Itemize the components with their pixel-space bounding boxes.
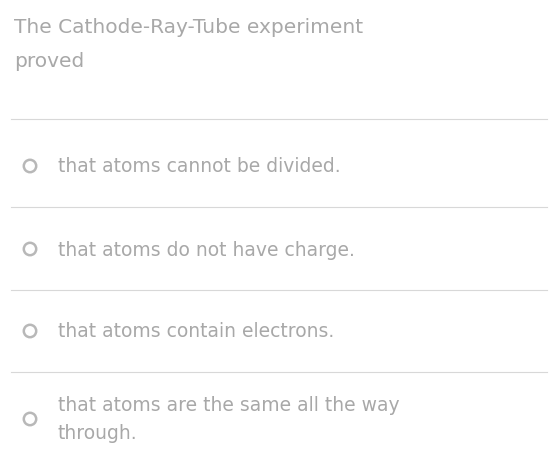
Text: that atoms cannot be divided.: that atoms cannot be divided. [58,157,340,176]
Text: that atoms do not have charge.: that atoms do not have charge. [58,240,355,259]
Text: The Cathode-Ray-Tube experiment: The Cathode-Ray-Tube experiment [14,18,363,37]
Text: that atoms contain electrons.: that atoms contain electrons. [58,322,334,341]
Text: proved: proved [14,52,84,71]
Text: that atoms are the same all the way
through.: that atoms are the same all the way thro… [58,396,400,443]
